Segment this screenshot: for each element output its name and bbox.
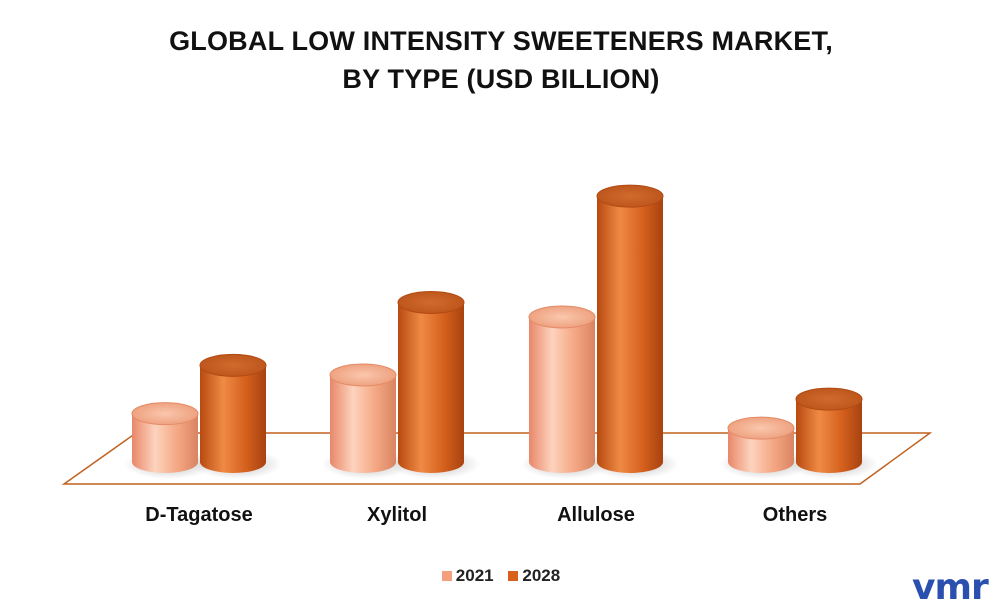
bar-top bbox=[528, 305, 596, 329]
category-label-others: Others bbox=[763, 504, 827, 526]
bar-top bbox=[596, 184, 664, 208]
chart-floor bbox=[61, 432, 933, 485]
logo-text: vmr bbox=[912, 567, 989, 607]
vmr-logo: vmr bbox=[912, 567, 992, 612]
bar-top bbox=[329, 363, 397, 387]
legend: 2021 2028 bbox=[0, 566, 1002, 586]
bar-body bbox=[597, 196, 663, 473]
bar-xylitol-2021 bbox=[322, 363, 412, 479]
bar-top bbox=[795, 387, 863, 411]
legend-item-2028: 2028 bbox=[508, 566, 560, 586]
bar-top bbox=[199, 353, 267, 377]
legend-label-2021: 2021 bbox=[455, 566, 494, 585]
category-label-xylitol: Xylitol bbox=[367, 504, 427, 526]
bar-allulose-2028 bbox=[589, 184, 679, 479]
bar-body bbox=[330, 375, 396, 473]
bar-xylitol-2028 bbox=[390, 291, 480, 479]
chart-title-line-1: GLOBAL LOW INTENSITY SWEETENERS MARKET, bbox=[169, 26, 833, 56]
bar-top bbox=[727, 416, 795, 440]
bar-top bbox=[397, 291, 465, 314]
bar-d-tagatose-2028 bbox=[192, 353, 282, 479]
bars-group bbox=[124, 184, 878, 479]
category-labels: D-Tagatose Xylitol Allulose Others bbox=[145, 504, 827, 526]
bar-allulose-2021 bbox=[521, 305, 611, 479]
legend-swatch-2028 bbox=[508, 571, 519, 581]
bar-top bbox=[131, 402, 199, 426]
bar-body bbox=[200, 365, 266, 473]
category-label-d-tagatose: D-Tagatose bbox=[145, 504, 252, 526]
bar-body bbox=[529, 317, 595, 473]
vmr-logo-icon: vmr bbox=[912, 567, 990, 608]
bar-others-2021 bbox=[720, 416, 810, 479]
legend-swatch-2021 bbox=[441, 571, 452, 581]
bar-body bbox=[728, 428, 794, 473]
category-label-allulose: Allulose bbox=[557, 504, 635, 526]
legend-label-2028: 2028 bbox=[522, 566, 561, 585]
chart-title: GLOBAL LOW INTENSITY SWEETENERS MARKET, … bbox=[0, 22, 1002, 98]
legend-item-2021: 2021 bbox=[441, 566, 494, 586]
bar-d-tagatose-2021 bbox=[124, 402, 214, 479]
chart-title-line-2: BY TYPE (USD BILLION) bbox=[342, 64, 660, 94]
bar-body bbox=[132, 413, 198, 473]
bar-body bbox=[398, 302, 464, 473]
bar-body bbox=[796, 399, 862, 473]
bar-others-2028 bbox=[788, 387, 878, 479]
